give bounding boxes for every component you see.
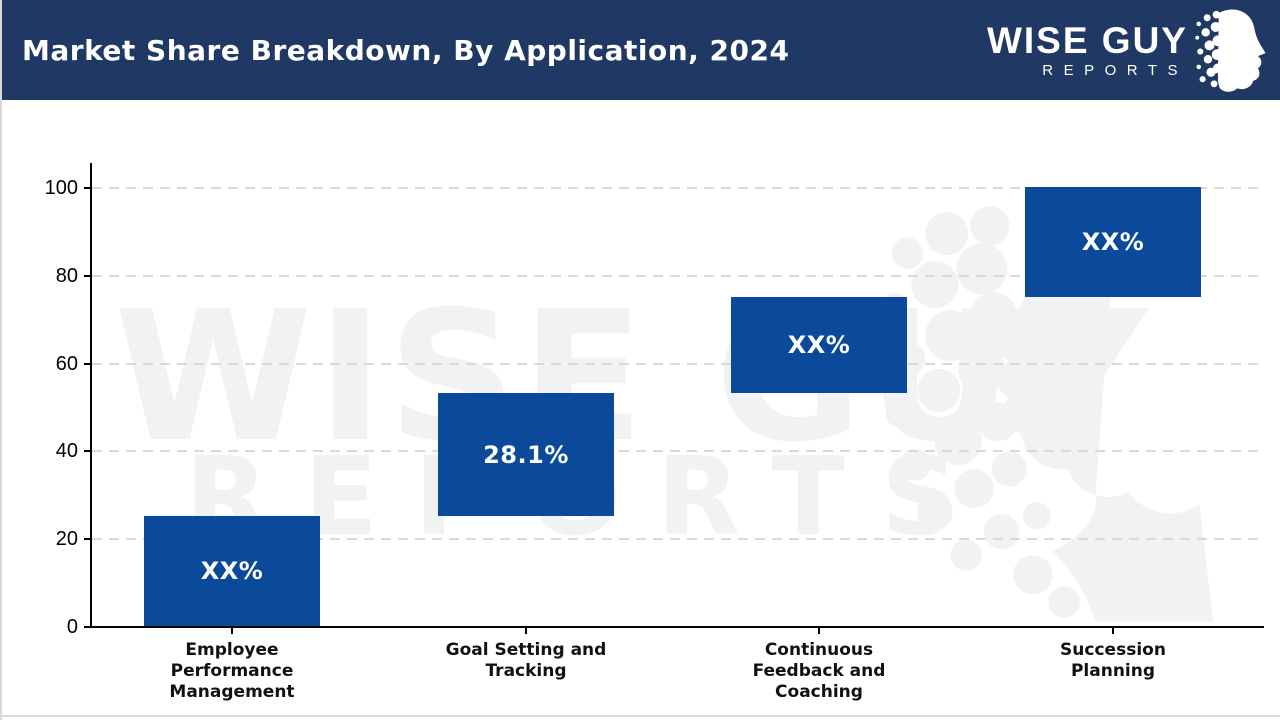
brand-name: WISE GUY xyxy=(986,20,1188,61)
bar-value-label: XX% xyxy=(1081,228,1145,256)
x-tick-mark xyxy=(525,628,527,634)
category-label: Goal Setting and Tracking xyxy=(445,640,607,681)
y-tick-label: 20 xyxy=(55,528,78,550)
bar-value-label: XX% xyxy=(200,557,264,585)
category-label: Employee Performance Management xyxy=(169,640,295,702)
y-tick-mark xyxy=(84,538,90,540)
category-label: Succession Planning xyxy=(1060,640,1166,681)
y-tick-mark xyxy=(84,363,90,365)
y-tick-label: 80 xyxy=(55,265,78,287)
y-tick-label: 100 xyxy=(44,177,78,199)
bar-value-label: 28.1% xyxy=(483,440,569,469)
x-axis-line xyxy=(84,626,1264,628)
gridline-20 xyxy=(92,538,1264,540)
category-label: Continuous Feedback and Coaching xyxy=(752,640,886,702)
bottom-edge-line xyxy=(2,715,1280,717)
y-tick-label: 40 xyxy=(55,440,78,462)
y-tick-mark xyxy=(84,626,90,628)
gridline-40 xyxy=(92,450,1264,452)
header: Market Share Breakdown, By Application, … xyxy=(2,0,1280,100)
x-tick-mark xyxy=(818,628,820,634)
x-tick-mark xyxy=(1112,628,1114,634)
brand-reports-label: REPORTS xyxy=(1042,62,1188,79)
bar-continuous-feedback-and-coaching: XX% xyxy=(731,297,907,393)
gridline-60 xyxy=(92,363,1264,365)
watermark-head-icon xyxy=(883,206,1214,622)
chart-title: Market Share Breakdown, By Application, … xyxy=(22,33,790,67)
bar-value-label: XX% xyxy=(787,331,851,359)
brand-logo: WISE GUY REPORTS xyxy=(987,6,1272,94)
x-tick-mark xyxy=(231,628,233,634)
brand-wordmark: WISE GUY REPORTS xyxy=(987,22,1188,78)
gridline-80 xyxy=(92,275,1264,277)
bar-succession-planning: XX% xyxy=(1025,187,1201,297)
y-tick-label: 60 xyxy=(55,353,78,375)
bar-goal-setting-and-tracking: 28.1% xyxy=(438,393,614,516)
y-tick-mark xyxy=(84,275,90,277)
y-axis-line xyxy=(90,163,92,628)
y-tick-label: 0 xyxy=(66,616,78,638)
bar-employee-performance-management: XX% xyxy=(144,516,320,626)
y-tick-mark xyxy=(84,187,90,189)
brand-head-icon xyxy=(1195,9,1266,92)
y-tick-mark xyxy=(84,450,90,452)
gridline-100 xyxy=(92,187,1264,189)
